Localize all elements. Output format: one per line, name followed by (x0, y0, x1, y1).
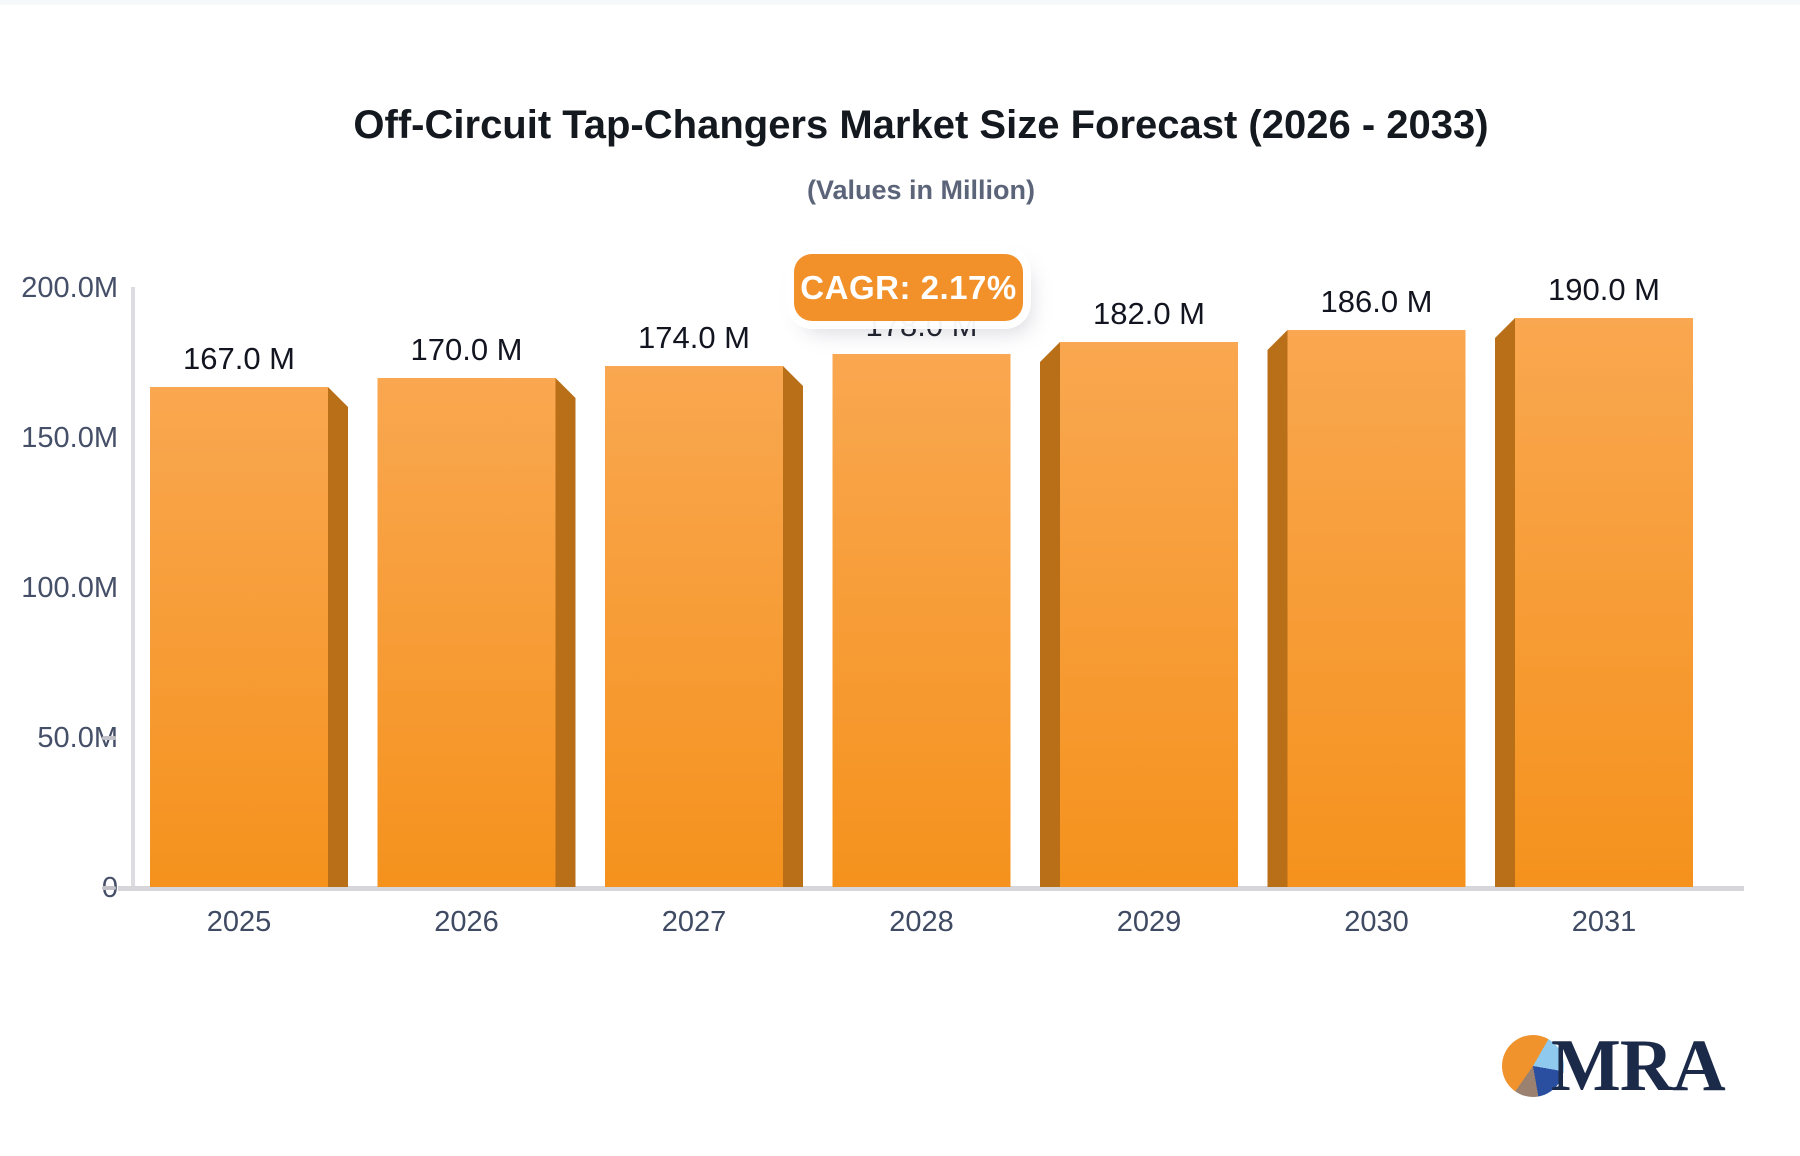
x-axis-baseline (118, 886, 1744, 891)
bar-2029 (1060, 342, 1238, 887)
bar-2030 (1287, 330, 1466, 887)
bar-2026 (377, 378, 556, 887)
y-tick-dash (102, 886, 116, 890)
bar-side-2030 (1267, 330, 1288, 887)
x-tick-label: 2026 (434, 906, 499, 938)
bar-value-label: 186.0 M (1320, 284, 1433, 319)
bar-value-label: 167.0 M (182, 341, 295, 376)
bar-2031 (1515, 318, 1693, 887)
bar-value-label: 190.0 M (1547, 272, 1660, 307)
bar-value-label: 170.0 M (410, 332, 523, 367)
y-tick-label: 150.0M (21, 422, 118, 454)
x-tick-label: 2027 (661, 906, 727, 938)
bar-side-2029 (1040, 342, 1060, 887)
y-tick-label: 50.0M (37, 722, 118, 754)
x-tick-label: 2028 (889, 906, 954, 938)
logo: MRA (1502, 1025, 1726, 1107)
bar-2027 (605, 366, 783, 887)
bar-2028 (832, 354, 1011, 887)
x-tick-label: 2030 (1344, 906, 1409, 938)
y-tick-label: 200.0M (21, 272, 118, 304)
top-border-strip (0, 0, 1800, 5)
x-tick-label: 2031 (1571, 906, 1637, 938)
bar-value-label: 182.0 M (1092, 296, 1205, 331)
cagr-badge: CAGR: 2.17% (794, 254, 1023, 321)
y-tick-dash (102, 736, 116, 740)
y-tick-label: 0 (0, 871, 118, 905)
chart-title: Off-Circuit Tap-Changers Market Size For… (353, 103, 1489, 147)
bar-side-2025 (328, 387, 348, 887)
bar-value-label: 174.0 M (637, 320, 750, 355)
logo-text: MRA (1551, 1025, 1726, 1107)
bar-side-2027 (783, 366, 803, 887)
logo-pie-icon (1502, 1035, 1564, 1097)
bar-side-2031 (1495, 318, 1515, 887)
x-tick-label: 2025 (206, 906, 272, 938)
y-tick-label: 100.0M (21, 572, 118, 604)
bar-2025 (150, 387, 328, 887)
y-axis-line (131, 287, 135, 888)
x-tick-label: 2029 (1116, 906, 1182, 938)
chart-subtitle: (Values in Million) (806, 175, 1036, 205)
bar-side-2026 (555, 378, 576, 887)
